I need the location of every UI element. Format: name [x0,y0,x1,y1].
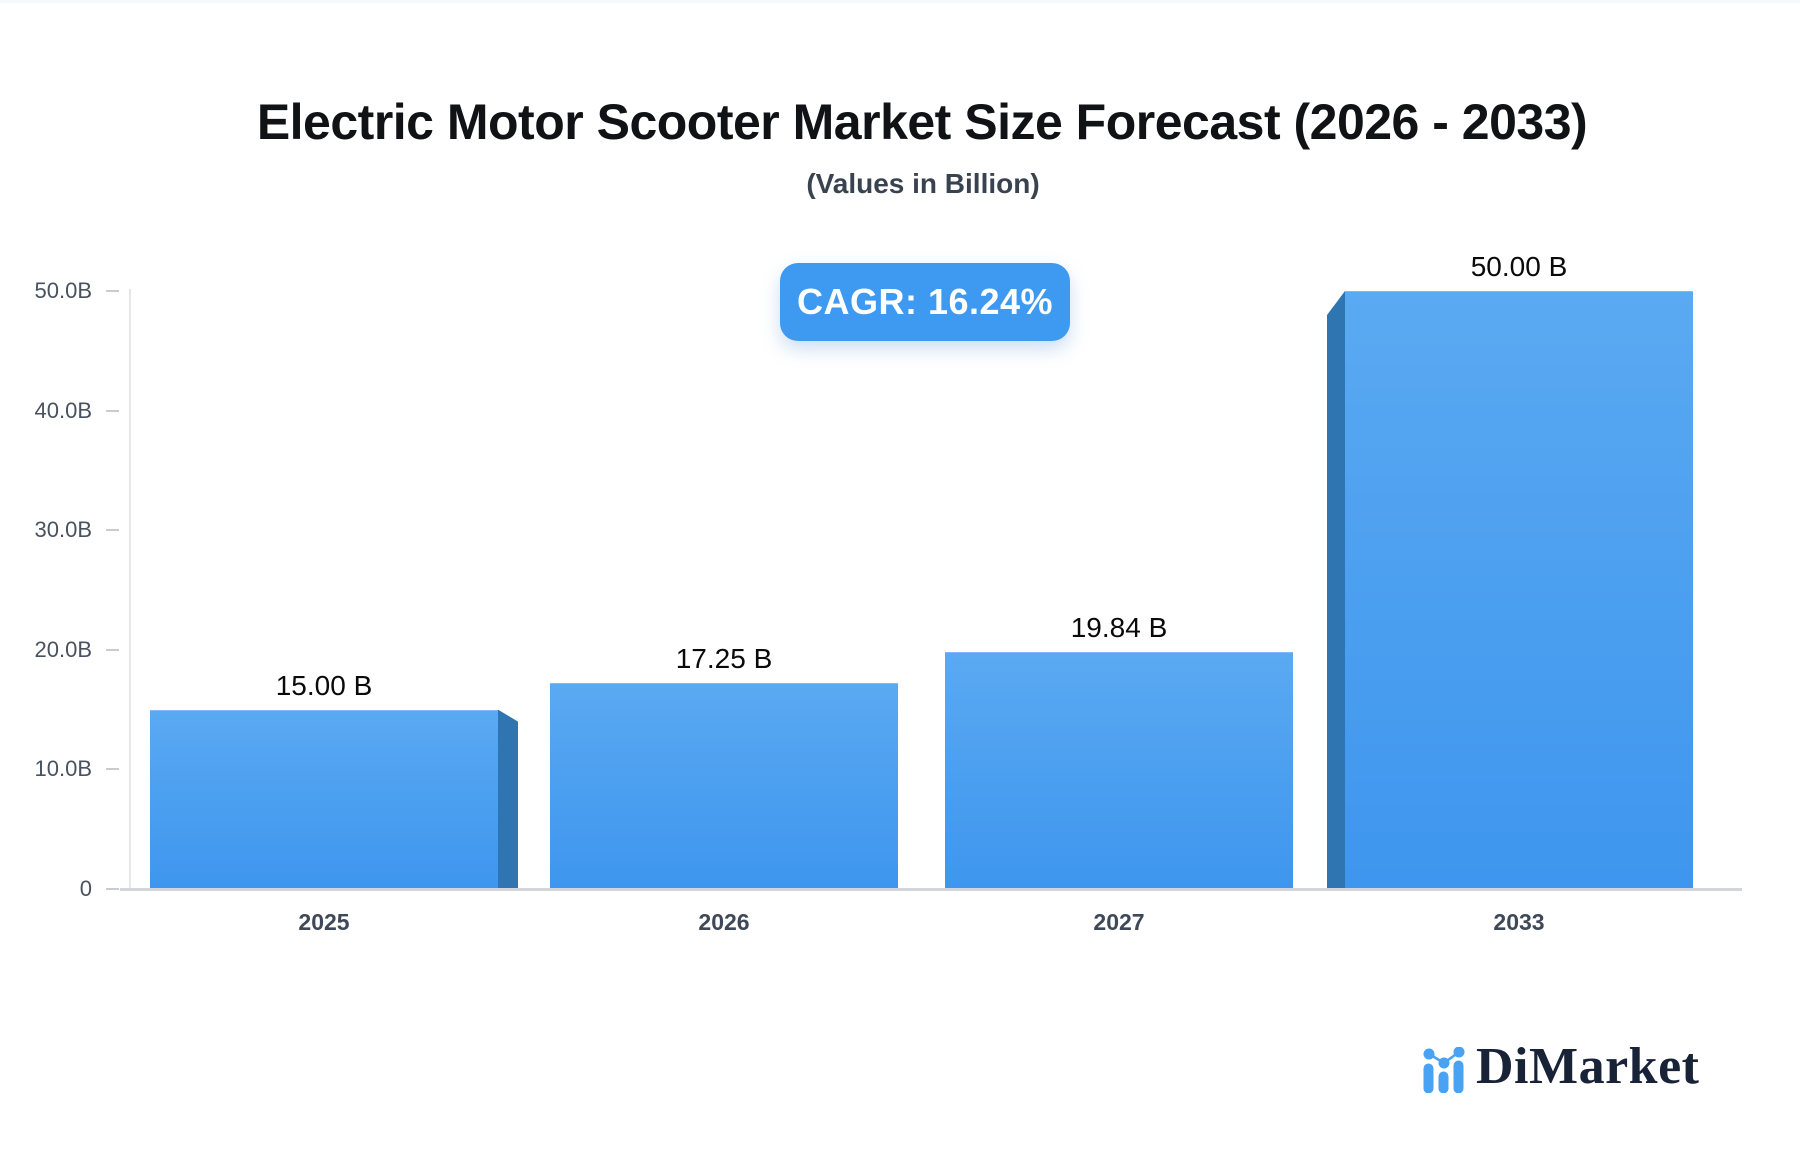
y-axis-tick [106,888,119,890]
bar-value-label-2026: 17.25 B [675,642,773,674]
y-axis-tick [106,768,119,771]
chart-subtitle: (Values in Billion) [806,168,1040,199]
x-axis-label-2026: 2026 [698,909,750,935]
x-axis-label-2027: 2027 [1093,909,1145,935]
dimarket-logo: DiMarket [1423,1038,1700,1095]
mini-bar-chart-logo-icon [1423,1046,1465,1094]
bar-value-label-2027: 19.84 B [1070,611,1168,643]
y-axis-tick-label: 0 [79,876,92,901]
cagr-badge: CAGR: 16.24% [780,263,1070,341]
bar-2027 [945,651,1293,889]
y-axis-tick-label: 40.0B [34,397,93,423]
y-axis-tick [106,409,119,412]
bar-3d-side-2025 [498,709,518,889]
y-axis-tick-label: 20.0B [34,636,93,662]
bar-value-label-2025: 15.00 B [275,669,373,701]
bar-3d-side-2033 [1327,291,1345,889]
bar-2025 [150,709,498,889]
y-axis-tick [106,529,119,532]
y-axis-tick-label: 10.0B [34,756,93,782]
x-axis-label-2033: 2033 [1493,909,1545,935]
x-axis-line [120,888,1742,891]
logo-text: DiMarket [1476,1038,1700,1095]
chart-title: Electric Motor Scooter Market Size Forec… [256,94,1588,150]
y-axis-tick [106,290,119,292]
bar-2026 [550,682,898,889]
bar-2033 [1345,291,1693,889]
x-axis-label-2025: 2025 [298,909,350,935]
y-axis-tick-label: 30.0B [34,517,93,543]
y-axis-line [129,289,131,889]
y-axis-tick [106,648,119,651]
bar-value-label-2033: 50.00 B [1470,251,1568,282]
y-axis-tick-label: 50.0B [34,278,93,303]
